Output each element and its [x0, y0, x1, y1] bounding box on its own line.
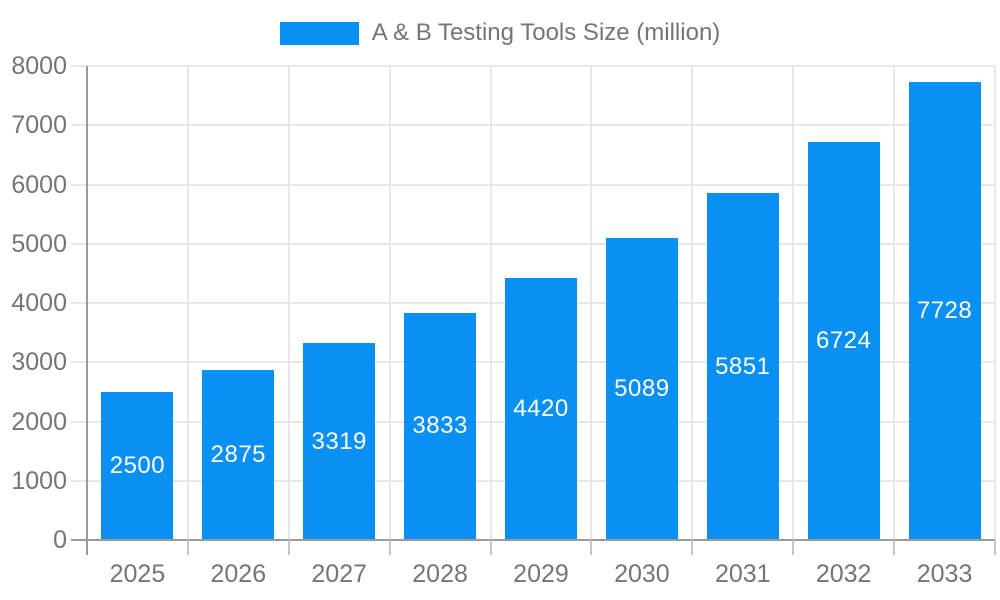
y-tick-label: 1000 [11, 466, 67, 495]
bar-value-label: 3319 [311, 427, 367, 455]
y-tick-label: 4000 [11, 289, 67, 317]
legend-item[interactable]: A & B Testing Tools Size (million) [0, 19, 1000, 47]
plot-area: 2500 2875 3319 3833 4420 5089 5851 6724 7728 [87, 65, 996, 540]
x-gridline [388, 66, 391, 540]
bar: 3833 [404, 312, 477, 540]
x-gridline [287, 66, 290, 540]
x-tick-label: 2032 [815, 560, 872, 588]
x-axis-tick [388, 540, 391, 555]
x-tick-label: 2026 [210, 560, 267, 588]
x-axis-line [71, 539, 995, 541]
x-gridline [893, 66, 896, 540]
x-gridline [792, 66, 795, 540]
x-axis-tick [590, 540, 593, 555]
bar: 3319 [303, 343, 376, 540]
y-axis-line [86, 66, 88, 555]
y-axis-tick [71, 361, 86, 364]
y-axis-tick [71, 479, 86, 482]
bar-value-label: 7728 [916, 297, 973, 325]
y-gridline [87, 65, 995, 67]
bar: 6724 [807, 141, 880, 540]
bar: 5851 [706, 193, 779, 540]
bar-value-label: 5089 [614, 375, 670, 403]
legend-swatch [279, 21, 359, 45]
x-tick-label: 2025 [109, 560, 166, 588]
x-axis-tick [792, 540, 795, 555]
bar: 5089 [605, 238, 678, 540]
y-axis-tick [71, 420, 86, 423]
y-tick-label: 0 [53, 526, 67, 554]
bar-value-label: 3833 [412, 412, 468, 440]
bar: 4420 [505, 278, 577, 540]
y-axis-tick [71, 124, 86, 127]
chart-title: A & B Testing Tools Size (million) [371, 19, 721, 46]
bar: 2500 [101, 391, 174, 540]
bar: 7728 [908, 82, 981, 540]
x-tick-label: 2030 [614, 560, 670, 588]
x-axis-tick [994, 540, 996, 555]
bar-value-label: 2875 [210, 440, 267, 468]
x-tick-label: 2031 [714, 560, 771, 588]
bar-value-label: 5851 [715, 352, 771, 380]
x-tick-label: 2028 [412, 560, 468, 588]
x-gridline [994, 66, 996, 540]
x-gridline [186, 66, 189, 540]
bar: 2875 [202, 369, 275, 540]
y-tick-label: 3000 [11, 348, 67, 377]
y-gridline [87, 183, 995, 186]
bar-value-label: 2500 [109, 451, 166, 479]
x-gridline [691, 66, 694, 540]
x-tick-label: 2033 [916, 560, 973, 588]
x-gridline [590, 66, 593, 540]
x-gridline [489, 66, 492, 540]
x-axis-tick [287, 540, 290, 555]
bar-value-label: 6724 [815, 326, 872, 354]
y-gridline [87, 242, 995, 245]
y-tick-label: 7000 [11, 111, 67, 140]
y-tick-label: 5000 [11, 229, 67, 258]
bar-value-label: 4420 [513, 395, 569, 423]
y-tick-label: 2000 [11, 407, 67, 436]
y-axis-tick [71, 183, 86, 186]
x-tick-label: 2027 [311, 560, 368, 588]
y-tick-label: 6000 [11, 170, 67, 199]
x-axis-tick [489, 540, 492, 555]
y-tick-label: 8000 [11, 52, 67, 80]
x-tick-label: 2029 [513, 560, 569, 588]
y-axis-tick [71, 302, 86, 304]
x-axis-tick [691, 540, 694, 555]
y-axis-tick [71, 65, 86, 67]
y-axis-tick [71, 242, 86, 245]
x-axis-tick [186, 540, 189, 555]
y-gridline [87, 124, 995, 127]
x-axis-tick [893, 540, 896, 555]
